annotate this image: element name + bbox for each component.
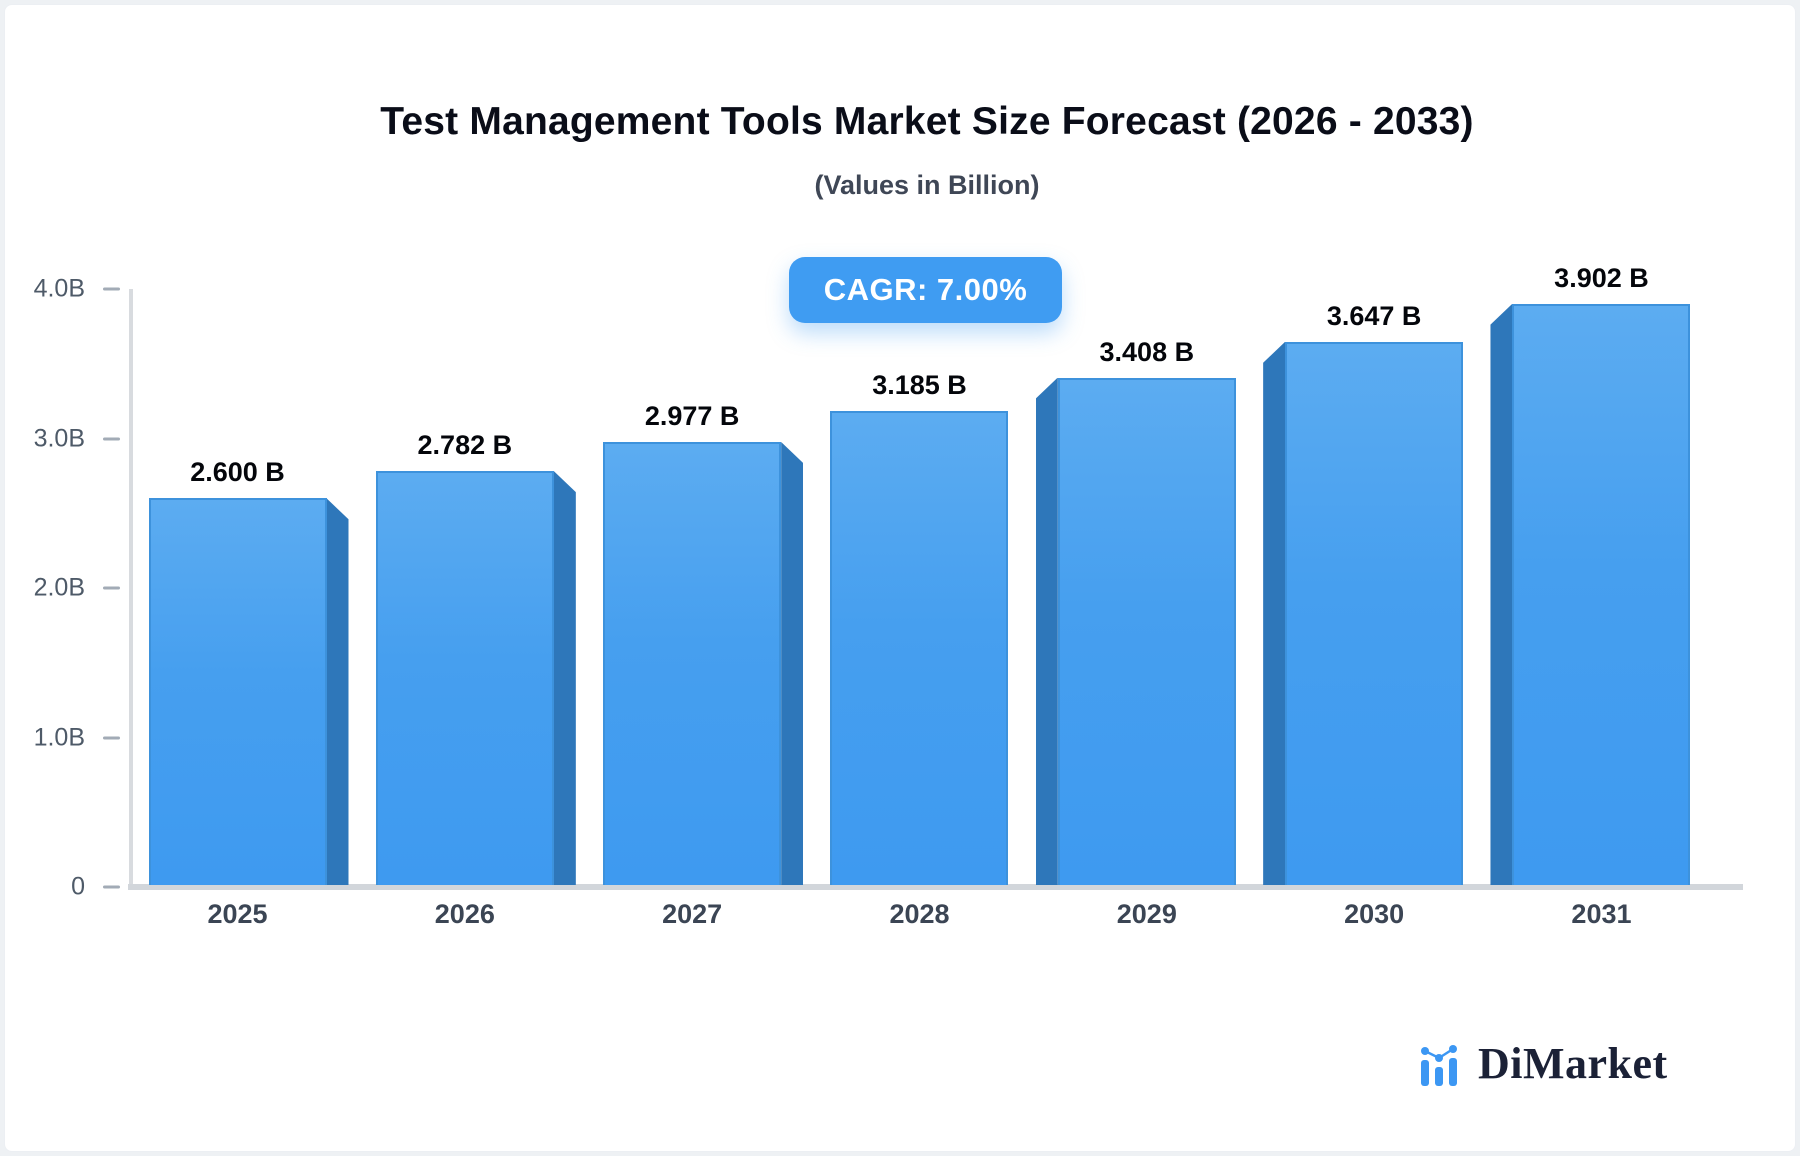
bar-value-label: 2.782 B xyxy=(417,430,513,461)
bar-value-label: 3.902 B xyxy=(1554,262,1649,293)
chart-subtitle: (Values in Billion) xyxy=(814,170,1040,200)
mini-bar-chart-logo-icon xyxy=(1421,1044,1457,1086)
y-axis-tick-label: 1.0B xyxy=(33,723,85,751)
x-axis-label-2029: 2029 xyxy=(1116,899,1177,929)
y-axis-tick-label: 0 xyxy=(71,872,85,901)
x-axis-baseline xyxy=(128,884,1743,890)
y-axis-tick-mark xyxy=(103,586,120,590)
x-axis-label-2031: 2031 xyxy=(1571,899,1632,929)
bar-value-label: 3.647 B xyxy=(1326,300,1422,331)
bar-2025 xyxy=(148,498,327,885)
brand-name: DiMarket xyxy=(1478,1039,1668,1088)
cagr-badge: CAGR: 7.00% xyxy=(789,257,1062,323)
bar-2027 xyxy=(603,441,782,885)
bar-3d-side-face xyxy=(1490,303,1513,885)
y-axis-tick-label: 3.0B xyxy=(33,424,85,452)
cagr-badge-label: CAGR: 7.00% xyxy=(823,272,1028,307)
x-axis-label-2025: 2025 xyxy=(207,899,268,929)
bar-3d-side-face xyxy=(781,441,804,885)
y-axis-tick-label: 4.0B xyxy=(33,274,85,303)
bar-2031 xyxy=(1512,303,1691,885)
bar-3d-side-face xyxy=(326,498,349,885)
bar-value-label: 2.600 B xyxy=(190,457,285,488)
bar-2030 xyxy=(1285,341,1464,885)
y-axis-line xyxy=(129,289,133,887)
bar-value-label: 2.977 B xyxy=(644,400,740,431)
y-axis-tick-mark xyxy=(103,287,120,291)
bar-2028 xyxy=(830,410,1009,885)
y-axis-tick-mark xyxy=(103,736,120,739)
bar-2026 xyxy=(375,471,554,885)
bar-2029 xyxy=(1057,377,1236,885)
brand-logo: DiMarket xyxy=(1418,1038,1668,1089)
y-axis-tick-mark xyxy=(103,437,120,440)
y-axis-tick-mark xyxy=(103,885,120,889)
x-axis-label-2027: 2027 xyxy=(662,899,723,929)
chart-title: Test Management Tools Market Size Foreca… xyxy=(380,100,1474,143)
bar-3d-side-face xyxy=(1263,341,1286,885)
bar-value-label: 3.408 B xyxy=(1099,336,1195,367)
bar-3d-side-face xyxy=(1035,377,1058,885)
bar-value-label: 3.185 B xyxy=(872,369,967,400)
x-axis-label-2030: 2030 xyxy=(1344,899,1405,929)
x-axis-label-2026: 2026 xyxy=(434,899,495,929)
bar-3d-side-face xyxy=(553,471,576,885)
x-axis-label-2028: 2028 xyxy=(889,899,950,929)
y-axis-tick-label: 2.0B xyxy=(33,573,85,602)
